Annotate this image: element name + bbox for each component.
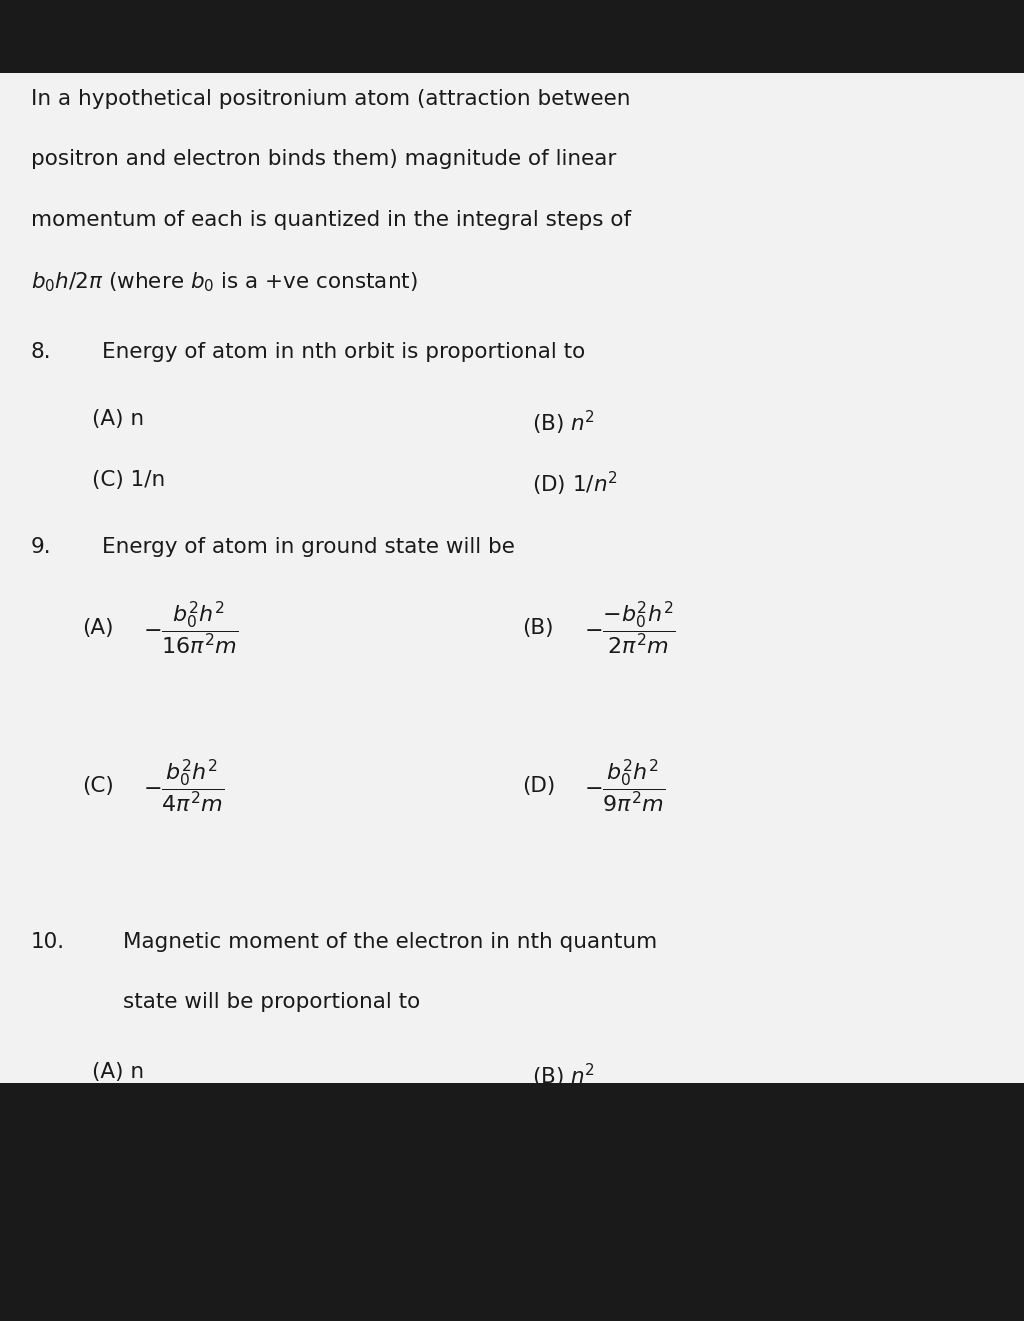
Text: (D) $1/n^2$: (D) $1/n^2$: [532, 1123, 618, 1151]
Text: momentum of each is quantized in the integral steps of: momentum of each is quantized in the int…: [31, 210, 631, 230]
Text: $-\dfrac{b_0^2h^2}{4\pi^2m}$: $-\dfrac{b_0^2h^2}{4\pi^2m}$: [143, 757, 224, 815]
Text: (A): (A): [82, 618, 114, 638]
Text: 8.: 8.: [31, 342, 51, 362]
Text: (C) 1/n: (C) 1/n: [92, 1123, 166, 1143]
Text: (D): (D): [522, 775, 555, 795]
Text: (B) $n^2$: (B) $n^2$: [532, 410, 596, 437]
Text: (C) 1/n: (C) 1/n: [92, 470, 166, 490]
Text: Energy of atom in ground state will be: Energy of atom in ground state will be: [102, 536, 515, 556]
Text: state will be proportional to: state will be proportional to: [123, 992, 420, 1012]
Text: Magnetic moment of the electron in nth quantum: Magnetic moment of the electron in nth q…: [123, 931, 657, 951]
Text: (A) n: (A) n: [92, 1062, 144, 1082]
Text: $-\dfrac{b_0^2h^2}{16\pi^2m}$: $-\dfrac{b_0^2h^2}{16\pi^2m}$: [143, 598, 239, 657]
Text: (B): (B): [522, 618, 554, 638]
Text: (A) n: (A) n: [92, 410, 144, 429]
Text: (B) $n^2$: (B) $n^2$: [532, 1062, 596, 1090]
Text: 9.: 9.: [31, 536, 51, 556]
Text: 10.: 10.: [31, 931, 65, 951]
Text: (D) $1/n^2$: (D) $1/n^2$: [532, 470, 618, 498]
Text: Energy of atom in nth orbit is proportional to: Energy of atom in nth orbit is proportio…: [102, 342, 586, 362]
Text: $-\dfrac{b_0^2h^2}{9\pi^2m}$: $-\dfrac{b_0^2h^2}{9\pi^2m}$: [584, 757, 665, 815]
Text: $b_0h/2\pi$ (where $b_0$ is a +ve constant): $b_0h/2\pi$ (where $b_0$ is a +ve consta…: [31, 271, 418, 295]
Text: positron and electron binds them) magnitude of linear: positron and electron binds them) magnit…: [31, 149, 616, 169]
Text: (C): (C): [82, 775, 114, 795]
FancyBboxPatch shape: [0, 73, 1024, 1083]
Text: In a hypothetical positronium atom (attraction between: In a hypothetical positronium atom (attr…: [31, 89, 630, 108]
Text: $-\dfrac{-b_0^2h^2}{2\pi^2m}$: $-\dfrac{-b_0^2h^2}{2\pi^2m}$: [584, 598, 675, 657]
